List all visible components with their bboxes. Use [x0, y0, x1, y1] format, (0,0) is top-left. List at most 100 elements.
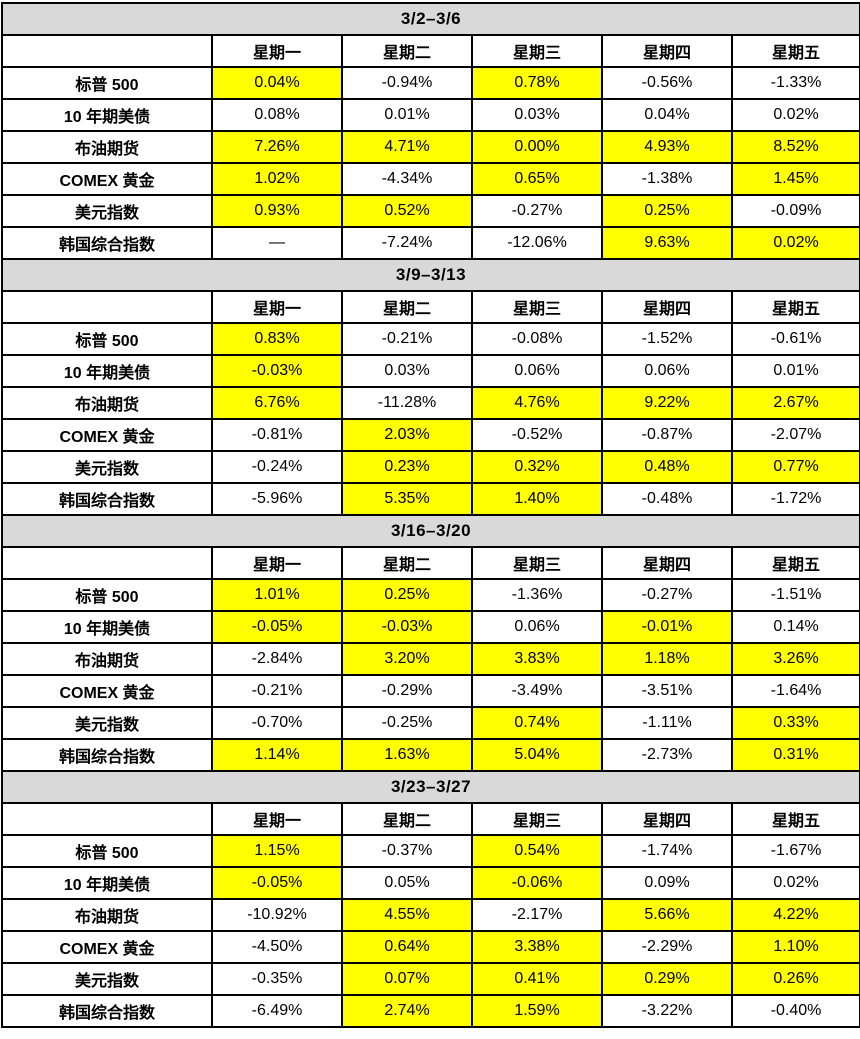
- value-cell: -2.73%: [601, 738, 733, 772]
- value-cell: -0.21%: [341, 322, 473, 356]
- value-cell: -1.33%: [730, 66, 860, 100]
- day-header: 星期二: [341, 290, 473, 324]
- section-title: 3/2–3/6: [0, 2, 860, 36]
- value-cell: -1.11%: [601, 706, 733, 740]
- day-header: 星期一: [211, 290, 343, 324]
- value-cell: -6.49%: [211, 994, 343, 1028]
- value-cell-highlighted: 0.33%: [730, 706, 860, 740]
- row-label: 韩国综合指数: [1, 482, 213, 516]
- value-cell: -0.08%: [471, 322, 603, 356]
- value-cell: -0.21%: [211, 674, 343, 708]
- value-cell: -0.09%: [730, 194, 860, 228]
- row-label: 标普 500: [1, 66, 213, 100]
- value-cell-highlighted: 1.02%: [211, 162, 343, 196]
- value-cell: -0.27%: [471, 194, 603, 228]
- row-label: 布油期货: [1, 642, 213, 676]
- value-cell-highlighted: 1.45%: [730, 162, 860, 196]
- value-cell: -0.61%: [730, 322, 860, 356]
- row-label: 韩国综合指数: [1, 226, 213, 260]
- day-header: 星期四: [601, 546, 733, 580]
- value-cell: -3.22%: [601, 994, 733, 1028]
- day-header: 星期一: [211, 546, 343, 580]
- value-cell: -11.28%: [341, 386, 473, 420]
- value-cell-highlighted: 8.52%: [730, 130, 860, 164]
- day-header: 星期一: [211, 34, 343, 68]
- value-cell: 0.05%: [341, 866, 473, 900]
- value-cell-highlighted: -0.05%: [211, 610, 343, 644]
- row-label: COMEX 黄金: [1, 930, 213, 964]
- value-cell-highlighted: 2.67%: [730, 386, 860, 420]
- table-row: 美元指数 0.93% 0.52% -0.27% 0.25% -0.09%: [1, 194, 860, 228]
- day-header: 星期五: [730, 802, 860, 836]
- value-cell-highlighted: -0.06%: [471, 866, 603, 900]
- value-cell: -1.72%: [730, 482, 860, 516]
- value-cell-highlighted: -0.03%: [341, 610, 473, 644]
- value-cell-highlighted: 1.63%: [341, 738, 473, 772]
- value-cell-highlighted: 0.74%: [471, 706, 603, 740]
- day-header: 星期四: [601, 34, 733, 68]
- corner-cell: [1, 802, 213, 836]
- value-cell: -5.96%: [211, 482, 343, 516]
- table-row: 标普 500 0.83% -0.21% -0.08% -1.52% -0.61%: [1, 322, 860, 356]
- value-cell: 0.01%: [730, 354, 860, 388]
- value-cell: -4.50%: [211, 930, 343, 964]
- value-cell-highlighted: 3.26%: [730, 642, 860, 676]
- row-label: 10 年期美债: [1, 98, 213, 132]
- section-row-3/16–3/20: 3/16–3/20: [0, 514, 860, 548]
- table-row: COMEX 黄金 -4.50% 0.64% 3.38% -2.29% 1.10%: [1, 930, 860, 964]
- value-cell-highlighted: 0.23%: [341, 450, 473, 484]
- value-cell: 0.03%: [341, 354, 473, 388]
- value-cell-highlighted: 0.77%: [730, 450, 860, 484]
- value-cell: -0.56%: [601, 66, 733, 100]
- value-cell-highlighted: 0.41%: [471, 962, 603, 996]
- value-cell: 0.08%: [211, 98, 343, 132]
- value-cell: 0.06%: [471, 354, 603, 388]
- section-row-3/2–3/6: 3/2–3/6: [0, 2, 860, 36]
- section-title: 3/9–3/13: [0, 258, 860, 292]
- value-cell-highlighted: 6.76%: [211, 386, 343, 420]
- value-cell: -0.48%: [601, 482, 733, 516]
- value-cell: -0.37%: [341, 834, 473, 868]
- value-cell: -4.34%: [341, 162, 473, 196]
- value-cell-highlighted: 3.83%: [471, 642, 603, 676]
- section-title: 3/23–3/27: [0, 770, 860, 804]
- value-cell: -0.40%: [730, 994, 860, 1028]
- table-row: COMEX 黄金 -0.81% 2.03% -0.52% -0.87% -2.07%: [1, 418, 860, 452]
- value-cell-highlighted: 0.52%: [341, 194, 473, 228]
- row-label: COMEX 黄金: [1, 418, 213, 452]
- value-cell: 0.06%: [601, 354, 733, 388]
- value-cell-highlighted: 0.04%: [211, 66, 343, 100]
- row-label: COMEX 黄金: [1, 162, 213, 196]
- value-cell-highlighted: 1.01%: [211, 578, 343, 612]
- table-row: 标普 500 1.15% -0.37% 0.54% -1.74% -1.67%: [1, 834, 860, 868]
- corner-cell: [1, 34, 213, 68]
- row-label: 韩国综合指数: [1, 994, 213, 1028]
- value-cell: -0.94%: [341, 66, 473, 100]
- table-row: 韩国综合指数 1.14% 1.63% 5.04% -2.73% 0.31%: [1, 738, 860, 772]
- value-cell-highlighted: -0.03%: [211, 354, 343, 388]
- value-cell-highlighted: 0.54%: [471, 834, 603, 868]
- day-header: 星期三: [471, 802, 603, 836]
- corner-cell: [1, 546, 213, 580]
- value-cell-highlighted: 0.48%: [601, 450, 733, 484]
- table-row: 10 年期美债 -0.05% -0.03% 0.06% -0.01% 0.14%: [1, 610, 860, 644]
- table-row: 布油期货 7.26% 4.71% 0.00% 4.93% 8.52%: [1, 130, 860, 164]
- value-cell: -0.70%: [211, 706, 343, 740]
- day-header: 星期五: [730, 34, 860, 68]
- value-cell: -1.64%: [730, 674, 860, 708]
- value-cell: 0.03%: [471, 98, 603, 132]
- value-cell: -1.51%: [730, 578, 860, 612]
- value-cell: -1.74%: [601, 834, 733, 868]
- value-cell-highlighted: 4.71%: [341, 130, 473, 164]
- table-row: 10 年期美债 -0.03% 0.03% 0.06% 0.06% 0.01%: [1, 354, 860, 388]
- day-header: 星期三: [471, 546, 603, 580]
- table-row: 美元指数 -0.24% 0.23% 0.32% 0.48% 0.77%: [1, 450, 860, 484]
- weekday-header-row: 星期一 星期二 星期三 星期四 星期五: [1, 802, 860, 836]
- value-cell: -0.24%: [211, 450, 343, 484]
- value-cell-highlighted: 3.20%: [341, 642, 473, 676]
- row-label: 标普 500: [1, 322, 213, 356]
- day-header: 星期三: [471, 290, 603, 324]
- row-label: 10 年期美债: [1, 866, 213, 900]
- value-cell: -0.25%: [341, 706, 473, 740]
